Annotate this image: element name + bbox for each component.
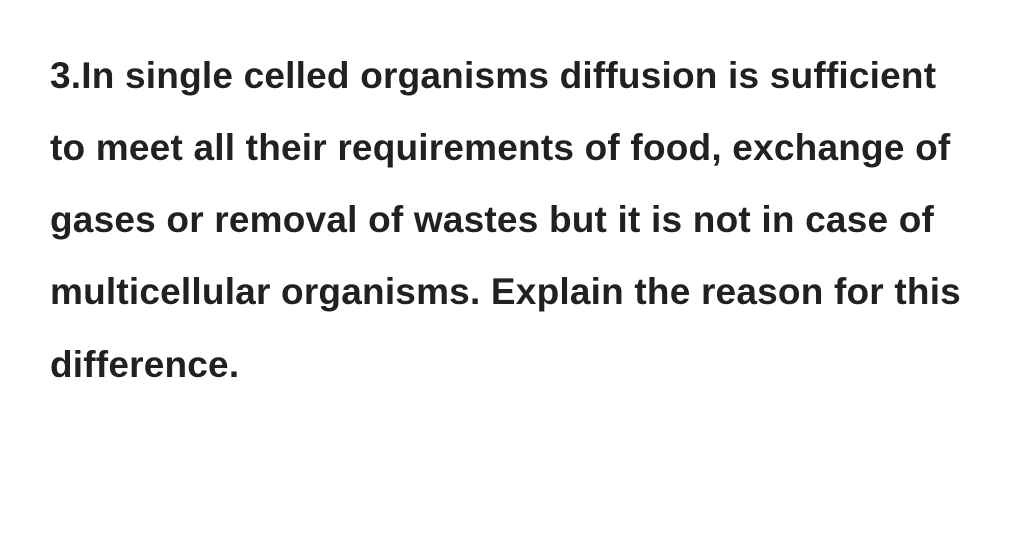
question-number: 3. <box>50 55 81 96</box>
question-body: In single celled organisms diffusion is … <box>50 55 961 385</box>
question-paragraph: 3.In single celled organisms diffusion i… <box>50 40 974 401</box>
